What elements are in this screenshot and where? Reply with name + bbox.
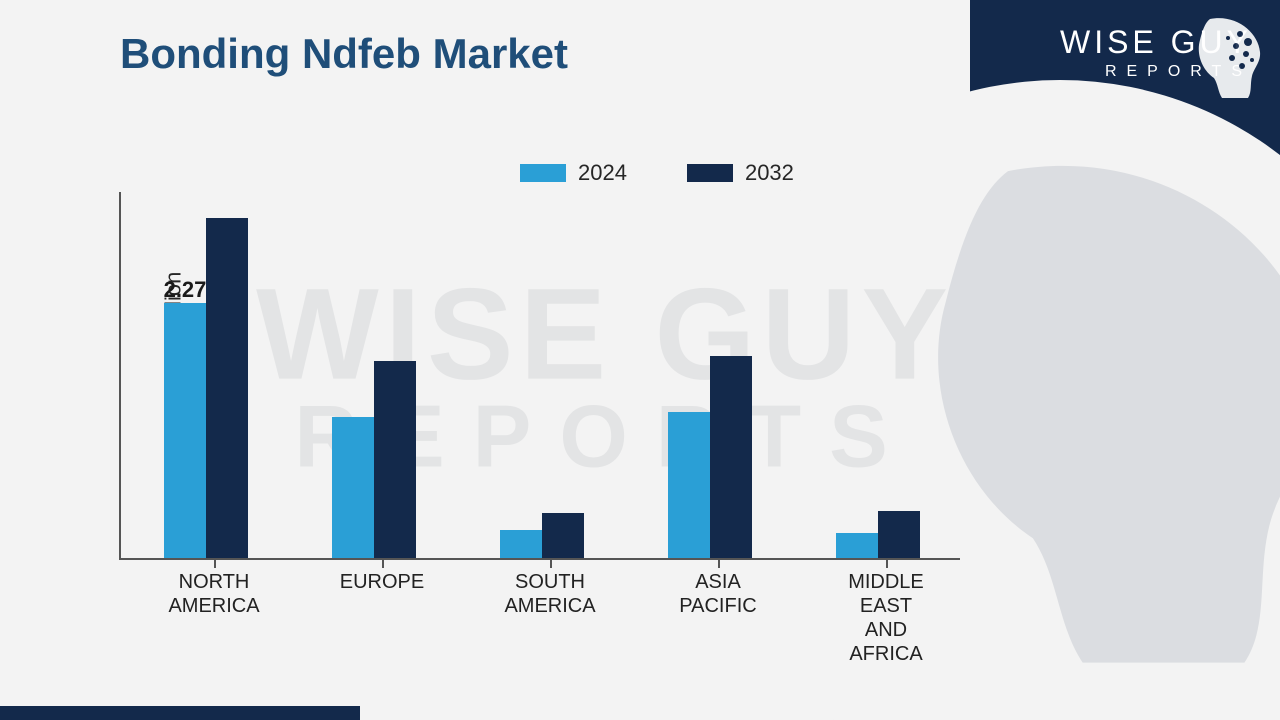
bar: [374, 361, 416, 558]
category-label: NORTH AMERICA: [134, 570, 294, 618]
bar: [668, 412, 710, 558]
bar: [332, 417, 374, 558]
bar-value-label: 2.27: [164, 277, 207, 303]
legend-item: 2032: [687, 160, 794, 186]
x-axis-line: [120, 558, 960, 560]
category-label: MIDDLE EAST AND AFRICA: [806, 570, 966, 666]
bar: [164, 303, 206, 558]
bar-chart: Market Size in USD Billion 20242032 NORT…: [100, 200, 980, 600]
legend-label: 2024: [578, 160, 627, 186]
bar: [542, 513, 584, 558]
x-tick: [718, 558, 720, 568]
legend-item: 2024: [520, 160, 627, 186]
category-label: SOUTH AMERICA: [470, 570, 630, 618]
x-tick: [214, 558, 216, 568]
bar: [206, 218, 248, 558]
chart-title: Bonding Ndfeb Market: [120, 30, 568, 78]
plot-area: [120, 200, 960, 560]
x-tick: [550, 558, 552, 568]
page: WISE GUY REPORTS Bonding Ndfeb Market WI…: [0, 0, 1280, 720]
legend: 2024 2032: [520, 160, 794, 186]
bar: [500, 530, 542, 558]
legend-swatch: [520, 164, 566, 182]
legend-label: 2032: [745, 160, 794, 186]
x-tick: [382, 558, 384, 568]
y-axis-line: [119, 192, 121, 560]
legend-swatch: [687, 164, 733, 182]
bar: [878, 511, 920, 558]
x-tick: [886, 558, 888, 568]
category-label: ASIA PACIFIC: [638, 570, 798, 618]
bar: [836, 533, 878, 558]
category-label: EUROPE: [302, 570, 462, 594]
bottom-accent-strip: [0, 706, 360, 720]
brand-head-icon: [1188, 14, 1268, 104]
bar: [710, 356, 752, 559]
